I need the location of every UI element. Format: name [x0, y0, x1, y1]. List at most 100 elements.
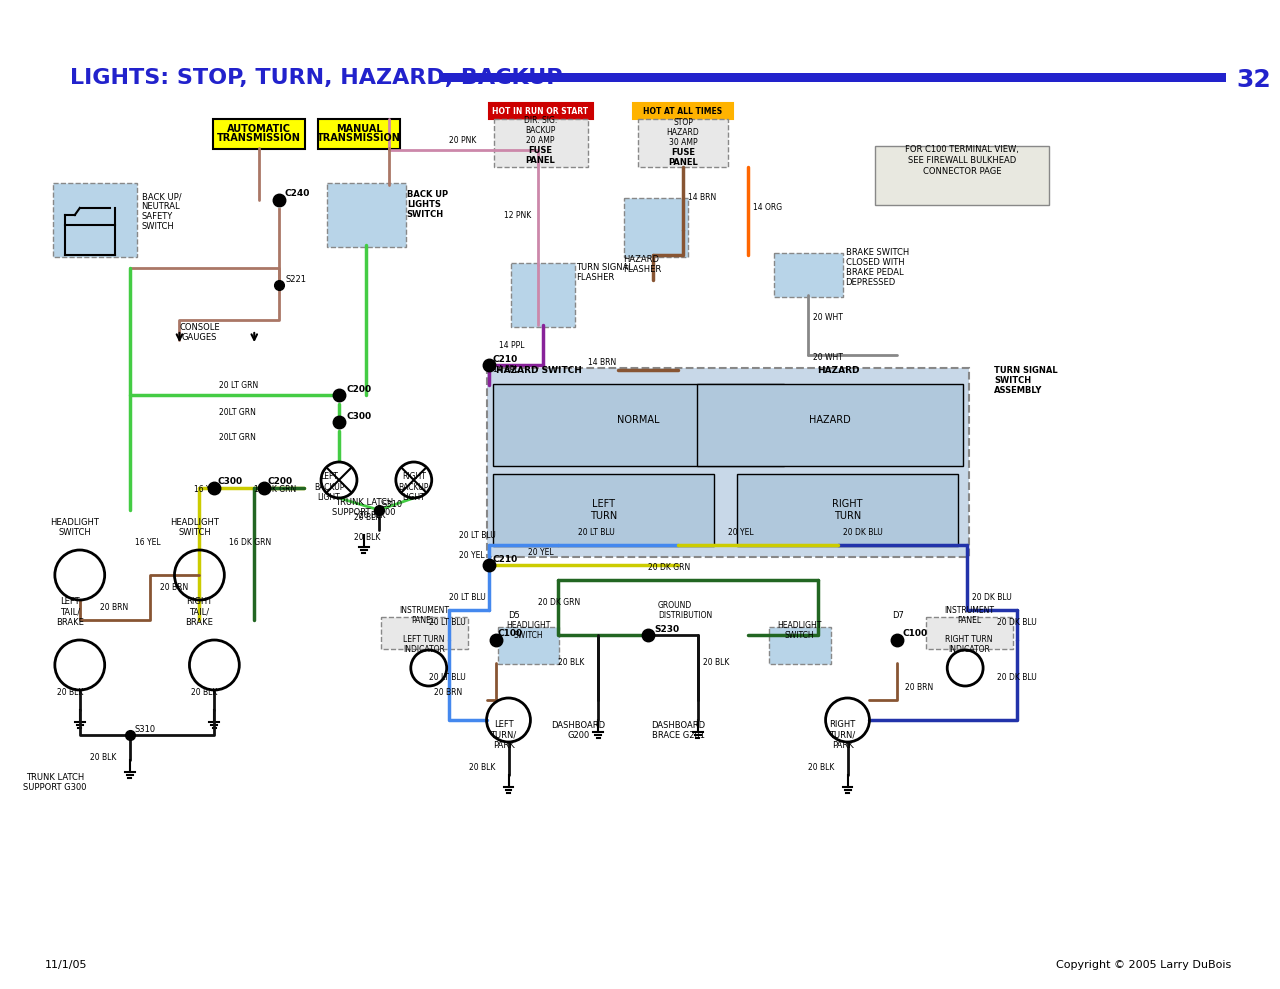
Text: 14 ORG: 14 ORG	[753, 203, 782, 212]
Text: LEFT TURN
INDICATOR: LEFT TURN INDICATOR	[403, 635, 444, 654]
Text: 20 BLK: 20 BLK	[56, 688, 83, 697]
Text: HAZARD SWITCH: HAZARD SWITCH	[495, 366, 581, 375]
FancyBboxPatch shape	[876, 146, 1048, 205]
Text: TURN SIGNAL: TURN SIGNAL	[576, 263, 634, 272]
Text: LEFT
BACKUP
LIGHT: LEFT BACKUP LIGHT	[314, 472, 344, 502]
Text: 20 DK BLU: 20 DK BLU	[997, 618, 1037, 627]
Text: 20LT GRN: 20LT GRN	[219, 408, 256, 417]
Text: TRUNK LATCH
SUPPORT G300: TRUNK LATCH SUPPORT G300	[333, 497, 396, 517]
Text: LEFT
TURN: LEFT TURN	[590, 499, 617, 521]
Text: LIGHTS: STOP, TURN, HAZARD, BACKUP: LIGHTS: STOP, TURN, HAZARD, BACKUP	[70, 68, 562, 88]
Text: GROUND
DISTRIBUTION: GROUND DISTRIBUTION	[658, 600, 712, 620]
Text: SAFETY: SAFETY	[142, 212, 173, 221]
Text: 11/1/05: 11/1/05	[45, 960, 87, 970]
Text: AUTOMATIC: AUTOMATIC	[228, 124, 292, 134]
Text: BRAKE PEDAL: BRAKE PEDAL	[846, 268, 904, 277]
Text: SEE FIREWALL BULKHEAD: SEE FIREWALL BULKHEAD	[908, 156, 1016, 165]
Text: BACK UP/: BACK UP/	[142, 192, 182, 201]
Text: 16 DK GRN: 16 DK GRN	[229, 538, 271, 547]
Text: TRUNK LATCH
SUPPORT G300: TRUNK LATCH SUPPORT G300	[23, 772, 87, 792]
Text: 20 BLK: 20 BLK	[703, 658, 730, 667]
Text: 20 BLK: 20 BLK	[358, 511, 385, 520]
FancyBboxPatch shape	[498, 627, 559, 664]
Text: SWITCH: SWITCH	[995, 376, 1032, 385]
FancyBboxPatch shape	[52, 183, 137, 257]
Text: HAZARD: HAZARD	[809, 415, 850, 425]
Text: 14 BRN: 14 BRN	[589, 358, 617, 367]
Text: Copyright © 2005 Larry DuBois: Copyright © 2005 Larry DuBois	[1056, 960, 1231, 970]
FancyBboxPatch shape	[494, 119, 589, 167]
Text: 20 BLK: 20 BLK	[558, 658, 585, 667]
FancyBboxPatch shape	[326, 183, 406, 247]
Text: 20 DK GRN: 20 DK GRN	[539, 598, 581, 607]
FancyBboxPatch shape	[493, 474, 714, 546]
Text: 20 BRN: 20 BRN	[905, 683, 933, 692]
FancyBboxPatch shape	[486, 368, 969, 557]
FancyBboxPatch shape	[512, 263, 575, 327]
Text: 32: 32	[1236, 68, 1271, 92]
Text: 20 YEL: 20 YEL	[458, 551, 484, 560]
Text: NORMAL: NORMAL	[617, 415, 659, 425]
Text: 30 AMP: 30 AMP	[668, 138, 698, 147]
Text: C100: C100	[902, 629, 928, 638]
Text: LIGHTS: LIGHTS	[407, 200, 440, 209]
Text: 20 WHT: 20 WHT	[813, 313, 842, 322]
Text: S221: S221	[285, 275, 306, 284]
Text: C100: C100	[498, 629, 522, 638]
Text: 16 YEL: 16 YEL	[134, 538, 160, 547]
Text: 14 BRN: 14 BRN	[687, 193, 717, 202]
FancyBboxPatch shape	[381, 617, 467, 649]
Text: INSTRUMENT
PANEL: INSTRUMENT PANEL	[399, 605, 449, 625]
Text: DIR. SIG.: DIR. SIG.	[524, 116, 557, 125]
Text: PANEL: PANEL	[526, 156, 556, 165]
Text: LEFT
TURN/
PARK: LEFT TURN/ PARK	[490, 720, 517, 750]
Text: CLOSED WITH: CLOSED WITH	[846, 258, 904, 267]
Text: NEUTRAL: NEUTRAL	[142, 202, 180, 211]
Text: 20 WHT: 20 WHT	[813, 353, 842, 362]
Text: CONNECTOR PAGE: CONNECTOR PAGE	[923, 167, 1001, 176]
Text: TRANSMISSION: TRANSMISSION	[317, 133, 401, 143]
Text: 20 BLK: 20 BLK	[191, 688, 218, 697]
Text: HAZARD: HAZARD	[623, 255, 659, 264]
Text: C200: C200	[347, 385, 372, 394]
Text: 20 BRN: 20 BRN	[100, 603, 128, 612]
Text: HEADLIGHT
SWITCH: HEADLIGHT SWITCH	[50, 517, 100, 537]
Text: D5: D5	[508, 611, 520, 620]
Text: 20 LT BLU: 20 LT BLU	[429, 673, 466, 682]
FancyBboxPatch shape	[927, 617, 1012, 649]
Text: 20 YEL: 20 YEL	[529, 548, 554, 557]
Text: S310: S310	[134, 725, 156, 734]
Text: RIGHT
TURN: RIGHT TURN	[832, 499, 863, 521]
Text: HOT AT ALL TIMES: HOT AT ALL TIMES	[644, 107, 722, 116]
Text: FOR C100 TERMINAL VIEW,: FOR C100 TERMINAL VIEW,	[905, 145, 1019, 154]
Text: FUSE: FUSE	[529, 146, 553, 155]
Text: SWITCH: SWITCH	[142, 222, 174, 231]
Text: HOT IN RUN OR START: HOT IN RUN OR START	[493, 107, 589, 116]
Text: 20 BRN: 20 BRN	[160, 583, 188, 592]
Text: D7: D7	[892, 611, 904, 620]
Text: HEADLIGHT
SWITCH: HEADLIGHT SWITCH	[170, 517, 219, 537]
FancyBboxPatch shape	[317, 119, 399, 149]
Text: C300: C300	[218, 477, 242, 486]
Text: FLASHER: FLASHER	[576, 273, 614, 282]
Text: 20 DK BLU: 20 DK BLU	[997, 673, 1037, 682]
Text: 20 YEL: 20 YEL	[728, 528, 754, 537]
Text: BRAKE SWITCH: BRAKE SWITCH	[846, 248, 909, 257]
Text: 20 AMP: 20 AMP	[526, 136, 554, 145]
Text: HAZARD: HAZARD	[818, 366, 860, 375]
FancyBboxPatch shape	[214, 119, 305, 149]
Text: FUSE: FUSE	[671, 148, 695, 157]
FancyBboxPatch shape	[489, 103, 593, 119]
Text: DEPRESSED: DEPRESSED	[846, 278, 896, 287]
Text: RIGHT
TURN/
PARK: RIGHT TURN/ PARK	[829, 720, 855, 750]
Text: BACK UP: BACK UP	[407, 190, 448, 199]
FancyBboxPatch shape	[639, 119, 728, 167]
Text: 20 DK BLU: 20 DK BLU	[972, 593, 1012, 602]
Text: 20 BLK: 20 BLK	[355, 513, 380, 522]
Text: 20LT GRN: 20LT GRN	[219, 433, 256, 442]
Text: INSTRUMENT
PANEL: INSTRUMENT PANEL	[945, 605, 995, 625]
Text: BACKUP: BACKUP	[525, 126, 556, 135]
Text: 14 PPL: 14 PPL	[498, 341, 524, 350]
Text: C210: C210	[493, 555, 518, 564]
Text: 20 LT BLU: 20 LT BLU	[458, 531, 495, 540]
